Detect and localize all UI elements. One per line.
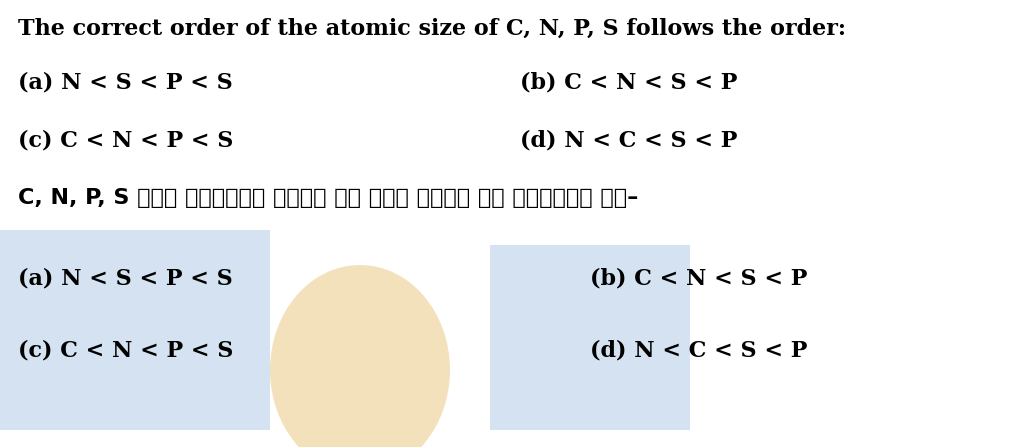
Text: (a) N < S < P < S: (a) N < S < P < S <box>18 72 232 94</box>
Text: (c) C < N < P < S: (c) C < N < P < S <box>18 130 233 152</box>
Text: (a) N < S < P < S: (a) N < S < P < S <box>18 268 232 290</box>
Bar <box>0 230 270 430</box>
Text: (c) C < N < P < S: (c) C < N < P < S <box>18 340 233 362</box>
Text: (d) N < C < S < P: (d) N < C < S < P <box>590 340 807 362</box>
Text: (b) C < N < S < P: (b) C < N < S < P <box>520 72 737 94</box>
Bar <box>490 245 690 430</box>
Text: (d) N < C < S < P: (d) N < C < S < P <box>520 130 737 152</box>
Text: The correct order of the atomic size of C, N, P, S follows the order:: The correct order of the atomic size of … <box>18 18 846 40</box>
Text: C, N, P, S में परमाणु आकार का सही क्रम इस प्रकार है–: C, N, P, S में परमाणु आकार का सही क्रम इ… <box>18 188 638 208</box>
Text: (b) C < N < S < P: (b) C < N < S < P <box>590 268 807 290</box>
Ellipse shape <box>270 265 450 447</box>
